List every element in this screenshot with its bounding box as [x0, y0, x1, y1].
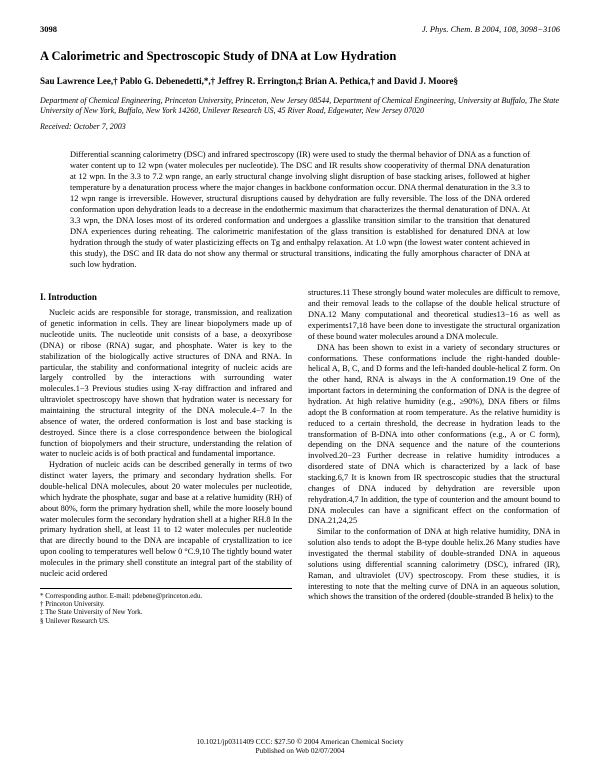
running-header: 3098 J. Phys. Chem. B 2004, 108, 3098−31… — [40, 24, 560, 35]
received-date: Received: October 7, 2003 — [40, 122, 560, 132]
section-heading-introduction: I. Introduction — [40, 292, 292, 304]
affiliations: Department of Chemical Engineering, Prin… — [40, 96, 560, 117]
paragraph: Hydration of nucleic acids can be descri… — [40, 460, 292, 579]
footer-published-date: Published on Web 02/07/2004 — [40, 747, 560, 756]
footnote-affil-3: § Unilever Research US. — [40, 617, 292, 625]
footnote-corresponding: * Corresponding author. E-mail: pdebene@… — [40, 592, 292, 600]
paragraph: structures.11 These strongly bound water… — [308, 288, 560, 342]
article-title: A Calorimetric and Spectroscopic Study o… — [40, 49, 560, 65]
abstract-text: Differential scanning calorimetry (DSC) … — [70, 150, 530, 270]
body-columns: I. Introduction Nucleic acids are respon… — [40, 288, 560, 625]
page-container: 3098 J. Phys. Chem. B 2004, 108, 3098−31… — [0, 0, 600, 776]
authors-line: Sau Lawrence Lee,† Pablo G. Debenedetti,… — [40, 76, 560, 87]
author-footnotes: * Corresponding author. E-mail: pdebene@… — [40, 588, 292, 626]
paragraph: DNA has been shown to exist in a variety… — [308, 343, 560, 528]
paragraph: Nucleic acids are responsible for storag… — [40, 308, 292, 460]
paragraph: Similar to the conformation of DNA at hi… — [308, 527, 560, 603]
footnote-affil-2: ‡ The State University of New York. — [40, 608, 292, 616]
footnote-affil-1: † Princeton University. — [40, 600, 292, 608]
column-right: structures.11 These strongly bound water… — [308, 288, 560, 625]
page-number: 3098 — [40, 24, 57, 35]
column-left: I. Introduction Nucleic acids are respon… — [40, 288, 292, 625]
page-footer: 10.1021/jp0311409 CCC: $27.50 © 2004 Ame… — [40, 738, 560, 756]
journal-reference: J. Phys. Chem. B 2004, 108, 3098−3106 — [422, 24, 560, 35]
